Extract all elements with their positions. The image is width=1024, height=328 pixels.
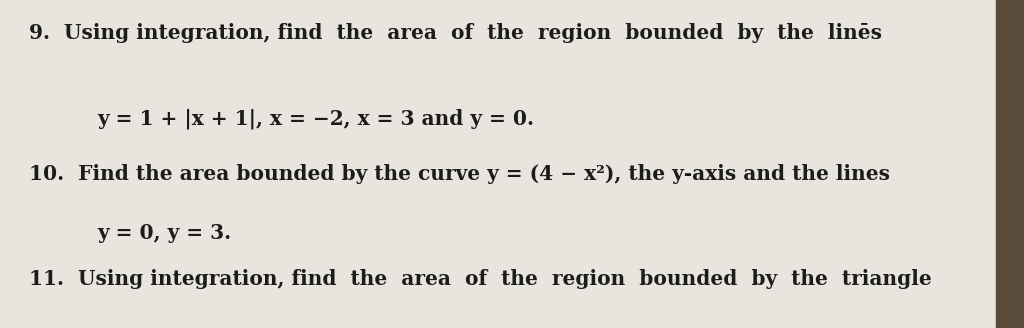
Text: 10.  Find the area bounded by the curve y = (4 − x²), the y-axis and the lines: 10. Find the area bounded by the curve y…: [29, 164, 890, 184]
Text: 11.  Using integration, find  the  area  of  the  region  bounded  by  the  tria: 11. Using integration, find the area of …: [29, 269, 932, 289]
Text: y = 1 + |x + 1|, x = −2, x = 3 and y = 0.: y = 1 + |x + 1|, x = −2, x = 3 and y = 0…: [97, 108, 535, 129]
Bar: [996, 0, 1024, 328]
Text: y = 0, y = 3.: y = 0, y = 3.: [97, 223, 231, 243]
Text: 9.  Using integration, find  the  area  of  the  region  bounded  by  the  linēs: 9. Using integration, find the area of t…: [29, 23, 882, 43]
